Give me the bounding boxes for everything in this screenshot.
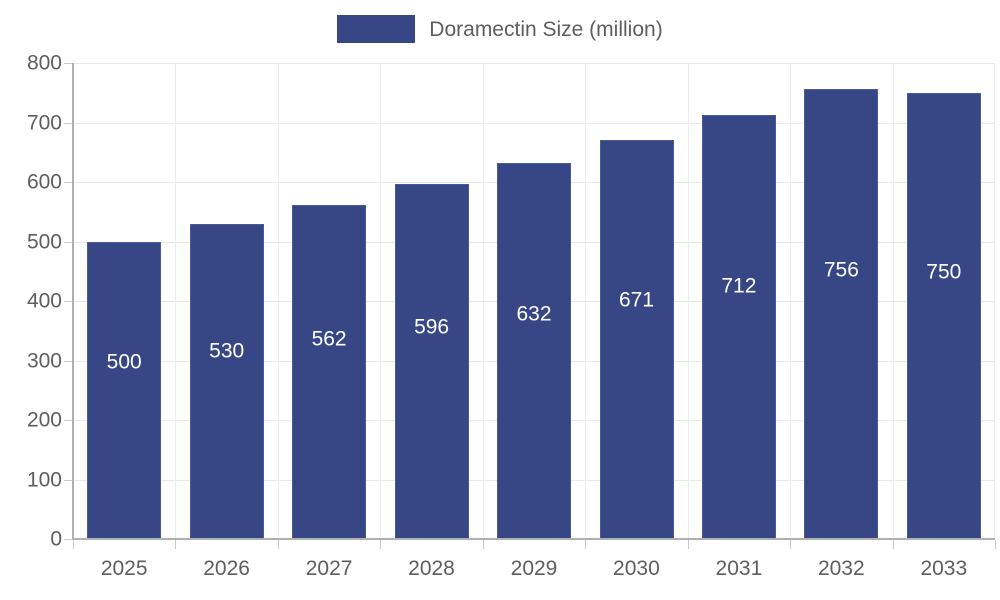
bar-value-label: 632: [516, 302, 552, 326]
chart-legend: Doramectin Size (million): [0, 10, 1000, 48]
bar-2028[interactable]: 596: [394, 184, 469, 539]
bar-value-label: 671: [618, 288, 655, 312]
bar-2033[interactable]: 750: [906, 92, 981, 539]
bar-2030[interactable]: 671: [599, 139, 674, 539]
x-tick-label: 2032: [817, 557, 865, 580]
bar-value-label: 712: [721, 274, 757, 298]
bar-value-label: 562: [311, 327, 347, 351]
bar-2029[interactable]: 632: [497, 163, 571, 539]
bar-value-label: 756: [823, 258, 859, 282]
x-tick-label: 2028: [408, 557, 455, 580]
y-tick-label: 500: [26, 230, 62, 253]
legend-color-swatch: [337, 15, 416, 43]
y-tick-label: 200: [26, 408, 62, 432]
bar-2025[interactable]: 500: [87, 241, 162, 539]
bar-value-label: 530: [209, 339, 245, 363]
legend-label: Doramectin Size (million): [429, 17, 663, 41]
x-tick-label: 2031: [715, 557, 763, 580]
x-tick-label: 2030: [613, 557, 660, 580]
y-tick-label: 800: [26, 51, 62, 75]
y-tick-label: 700: [26, 111, 62, 134]
y-tick-label: 300: [26, 349, 62, 372]
x-tick-label: 2033: [920, 557, 968, 580]
x-tick-label: 2025: [100, 557, 148, 580]
bar-value-label: 750: [926, 260, 962, 284]
y-axis-line: [72, 63, 74, 540]
y-axis-tick-labels: 0 100 200 300 400 500 600 700 800: [0, 0, 62, 600]
bar-value-label: 596: [414, 315, 450, 339]
x-axis-line: [73, 538, 995, 540]
y-tick-label: 600: [26, 170, 62, 194]
bar-2027[interactable]: 562: [292, 204, 367, 539]
bar-2031[interactable]: 712: [701, 115, 776, 539]
bar-value-label: 500: [106, 350, 142, 373]
y-tick-label: 0: [50, 527, 62, 551]
plot-area: 500 530 562 596 632 671 712 756 750: [73, 63, 995, 539]
bar-2032[interactable]: 756: [804, 89, 879, 539]
y-tick-label: 400: [26, 289, 62, 313]
x-tick-label: 2029: [510, 557, 558, 580]
bar-2026[interactable]: 530: [189, 223, 264, 539]
x-tick-label: 2026: [203, 557, 250, 580]
x-tick-label: 2027: [305, 557, 353, 580]
y-tick-label: 100: [26, 468, 62, 491]
